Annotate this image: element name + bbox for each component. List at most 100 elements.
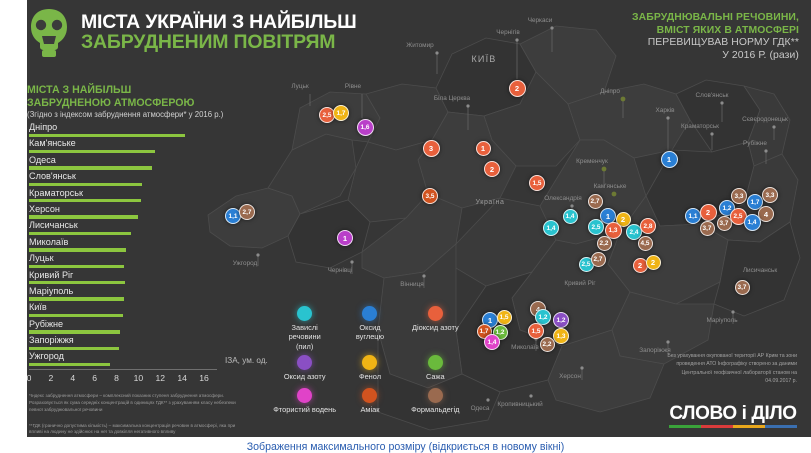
pollution-marker[interactable]: 1,4 [484,334,500,350]
pollution-marker[interactable]: 3 [422,139,440,157]
x-axis-tick: 4 [70,372,76,383]
legend-item-hydrogen-fluoride[interactable]: Фтористий водень [272,387,337,414]
pollution-marker[interactable]: 2 [645,254,661,270]
bar-label: Запоріжжя [29,335,74,346]
bar-label: Херсон [29,203,60,214]
x-axis-tick: 10 [133,372,144,383]
logo-bar-2 [733,425,765,428]
bar [29,248,127,252]
pollution-marker[interactable]: 1,3 [604,221,622,239]
bar [29,215,139,219]
fullsize-image-link[interactable]: Зображення максимального розміру (відкри… [246,441,565,453]
pollution-marker[interactable]: 2 [508,79,526,97]
pollutant-legend: Завислі речовини (пил) Оксид вуглецю Діокс… [272,306,468,414]
legend-item-soot[interactable]: Сажа [403,355,468,381]
bar [29,362,110,367]
right-title-line4: У 2016 Р. (рази) [722,50,799,62]
pollution-marker[interactable]: 2,4 [626,224,642,240]
map-city-label: Рівне [345,82,362,90]
pollution-marker[interactable]: 4 [758,206,774,222]
pollution-marker[interactable]: 3,7 [734,279,750,295]
pollution-marker[interactable]: 2,2 [539,336,555,352]
pollution-marker[interactable]: 3,3 [731,188,747,204]
bar-label: Рубіжне [29,318,64,329]
pollution-marker[interactable]: 1,7 [333,105,349,121]
pollution-marker[interactable]: 1 [660,150,678,168]
main-title-line1: МІСТА УКРАЇНИ З НАЙБІЛЬШ [81,11,357,34]
pollution-marker[interactable]: 2 [484,161,500,177]
pollution-marker[interactable]: 2,5 [588,219,604,235]
legend-row: Завислі речовини (пил) Оксид вуглецю Діокс… [272,306,468,351]
pollution-marker[interactable]: 1,7 [747,194,763,210]
pollution-marker[interactable]: 1,1 [685,208,701,224]
legend-item-nitrogen-dioxide[interactable]: Діоксид азоту [403,306,468,351]
pollution-marker[interactable]: 1,5 [529,175,545,191]
pollution-marker[interactable]: 1,2 [553,312,569,328]
x-axis-tick: 2 [48,372,54,383]
nitrogen-oxide-dot-icon [297,355,313,371]
map-city-label: Краматорськ [681,123,719,130]
pollution-marker[interactable]: 3,7 [716,215,732,231]
pollution-marker[interactable]: 2,7 [239,204,255,220]
pollution-marker[interactable]: 2,8 [640,218,656,234]
pollution-marker[interactable]: 2,2 [596,235,612,251]
pollution-marker[interactable]: 1,3 [553,328,569,344]
pollution-marker[interactable]: 2 [699,203,717,221]
pollution-marker[interactable]: 1,5 [528,323,544,339]
bar [29,231,131,236]
bar-chart-panel: МІСТА З НАЙБІЛЬШ ЗАБРУДНЕНОЮ АТМОСФЕРОЮ … [27,84,268,436]
legend-row: Фтористий водень Аміак Формальдегід [272,387,468,414]
bar-label: Краматорськ [29,187,83,198]
map-city-label: Луцьк [291,83,308,90]
legend-item-suspended-particles[interactable]: Завислі речовини (пил) [272,306,337,351]
legend-item-formaldehyde[interactable]: Формальдегід [403,387,468,414]
legend-item-ammonia[interactable]: Аміак [337,387,402,414]
chart-x-axis: ІЗА, ум. од. 0 2 4 6 8 10 12 14 16 [27,356,268,385]
bar [29,199,141,203]
pollution-marker[interactable]: 3,5 [422,188,438,204]
pollution-marker[interactable]: 2,7 [587,193,603,209]
logo-color-bars [669,425,797,428]
nitrogen-dioxide-dot-icon [427,306,443,321]
pollution-marker[interactable]: 1,4 [562,208,578,224]
legend-item-nitrogen-oxide[interactable]: Оксид азоту [272,355,337,381]
pollution-marker[interactable]: 3,7 [699,220,715,236]
legend-label: Фенол [358,372,382,382]
left-gutter [0,0,27,437]
suspended-particles-dot-icon [297,306,313,321]
pollution-marker[interactable]: 2,7 [590,251,606,267]
pollution-marker[interactable]: 1,4 [543,220,559,236]
right-title-line3: ПЕРЕВИЩУВАВ НОРМУ ГДК** [647,37,799,49]
bar-chart-row: Краматорськ [27,188,249,204]
legend-item-carbon-monoxide[interactable]: Оксид вуглецю [337,306,402,351]
map-label-layer: Житомир Чернігів КИЇВ Біла Церква Черкаси Луц… [233,17,788,412]
map-city-label: Одеса [471,405,490,412]
slovo-i-dilo-logo[interactable]: СЛОВО і ДІЛО [669,404,797,428]
map-city-label: Ужгород [233,260,258,267]
footnote-iza: *Індекс забруднення атмосфери – комплекс… [29,392,236,412]
pollution-marker[interactable]: 1,6 [356,118,374,136]
map-city-dots [256,26,776,402]
bar [29,264,125,269]
pollution-marker[interactable]: 1 [475,140,491,156]
bar-label: Ужгород [29,351,64,362]
x-axis-unit-label: ІЗА, ум. од. [225,355,268,365]
pollution-marker[interactable]: 1,4 [743,213,761,231]
pollution-marker[interactable]: 1,5 [496,309,512,325]
pollution-marker[interactable]: 2,5 [729,207,747,225]
legend-label: Оксид вуглецю [355,323,385,342]
map-city-label: Херсон [559,373,581,380]
hydrogen-fluoride-dot-icon [297,387,313,403]
pollution-marker[interactable]: 3,3 [762,187,778,203]
footnote-gdk: **ГДК (гранично допустима кількість) – м… [29,422,236,435]
pollution-marker[interactable]: 1,2 [535,309,551,325]
pollution-marker[interactable]: 2 [615,211,631,227]
bar-label: Київ [29,302,47,313]
logo-text: СЛОВО і ДІЛО [669,403,797,424]
pollution-marker[interactable]: 1 [337,230,353,246]
bar-chart-row: Рубіжне [27,319,249,335]
legend-item-phenol[interactable]: Фенол [337,355,402,381]
pollution-marker[interactable]: 4,5 [637,235,653,251]
map-city-label: Сєвєродонецьк [742,116,788,123]
